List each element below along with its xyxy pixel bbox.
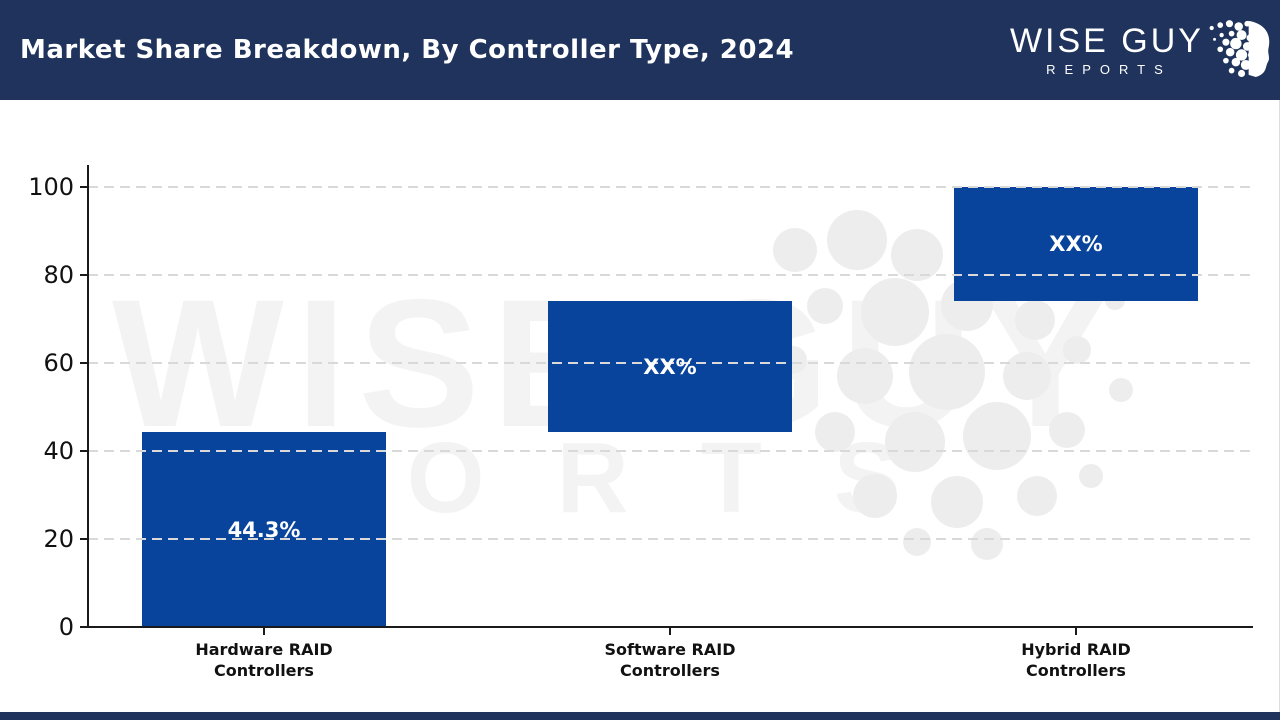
gridline (88, 538, 1253, 540)
brand-logo: WISE GUY REPORTS (1010, 0, 1270, 100)
bar-value-label: XX% (1049, 231, 1103, 256)
gridline (88, 450, 1253, 452)
x-category-line2: Controllers (214, 661, 314, 680)
x-axis-tick (263, 628, 265, 635)
y-axis-tick (80, 626, 88, 628)
y-axis-tick (80, 274, 88, 276)
header-bar: Market Share Breakdown, By Controller Ty… (0, 0, 1280, 100)
x-category-line2: Controllers (620, 661, 720, 680)
y-axis-tick (80, 538, 88, 540)
y-axis-line (87, 165, 89, 628)
gridline (88, 362, 1253, 364)
y-axis-tick (80, 186, 88, 188)
y-tick-label: 80 (43, 261, 74, 289)
y-tick-label: 40 (43, 437, 74, 465)
brand-logo-text: WISE GUY REPORTS (1010, 24, 1204, 77)
x-category-line1: Hybrid RAID (1021, 640, 1131, 659)
bar (548, 300, 792, 433)
y-tick-label: 100 (28, 173, 74, 201)
bar-value-label: 44.3% (227, 517, 301, 542)
chart-title: Market Share Breakdown, By Controller Ty… (20, 35, 795, 65)
y-axis-tick (80, 362, 88, 364)
x-category-label: Software RAID Controllers (605, 639, 736, 681)
y-axis-tick (80, 450, 88, 452)
brand-logo-reports: REPORTS (1046, 61, 1172, 77)
x-category-line2: Controllers (1026, 661, 1126, 680)
gridline (88, 274, 1253, 276)
bar (142, 432, 386, 627)
footer-bar (0, 712, 1280, 720)
x-category-line1: Software RAID (604, 640, 736, 659)
y-tick-label: 60 (43, 349, 74, 377)
x-axis-line (87, 626, 1253, 628)
brand-logo-head-icon (1209, 20, 1270, 78)
gridline (88, 186, 1253, 188)
brand-logo-wiseguy: WISE GUY (1009, 21, 1204, 60)
x-axis-tick (669, 628, 671, 635)
y-tick-label: 0 (58, 613, 74, 641)
x-category-label: Hardware RAID Controllers (195, 639, 332, 681)
bar-value-label: XX% (643, 354, 697, 379)
x-axis-tick (1075, 628, 1077, 635)
x-category-label: Hybrid RAID Controllers (1021, 639, 1131, 681)
x-category-line1: Hardware RAID (195, 640, 333, 659)
y-tick-label: 20 (43, 525, 74, 553)
